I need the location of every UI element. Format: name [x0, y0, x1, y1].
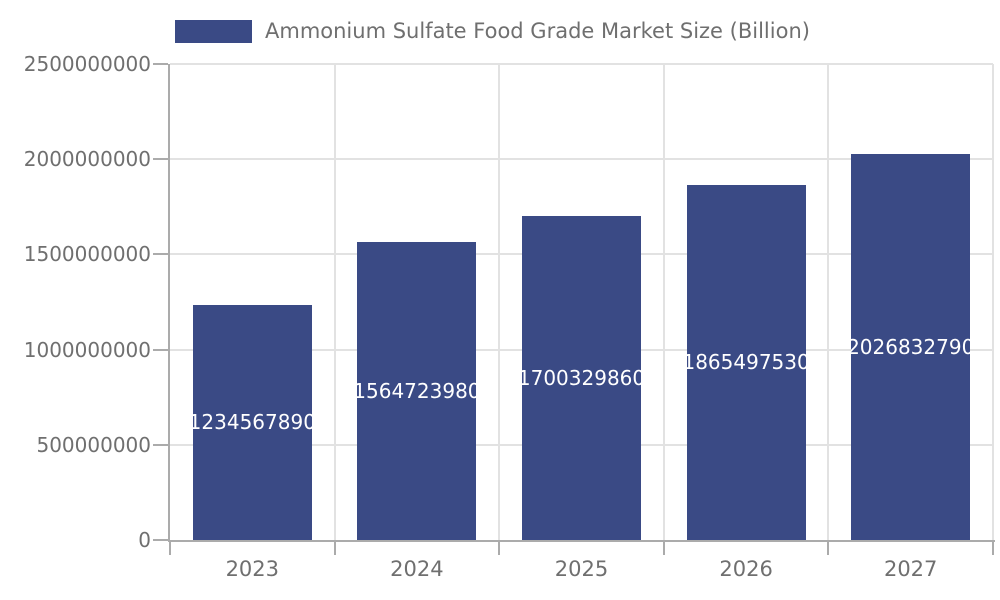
x-tick-mark: [827, 542, 830, 555]
y-axis-tick-label: 2000000000: [23, 147, 151, 172]
y-axis-tick-label: 1000000000: [23, 337, 151, 362]
y-axis-tick-label: 2500000000: [23, 52, 151, 76]
y-tick-mark: [153, 348, 168, 351]
bar-value-label: 1234567890: [192, 410, 312, 435]
bar-2024: 1564723980: [357, 242, 477, 540]
y-axis-tick-label: 1500000000: [23, 242, 151, 267]
x-tick-mark: [169, 542, 171, 555]
y-axis-line: [168, 64, 170, 540]
x-tick-mark: [498, 542, 501, 555]
bar-2023: 1234567890: [192, 304, 312, 540]
y-axis-tick-label: 500000000: [36, 432, 151, 457]
y-gridline: [170, 63, 993, 65]
bar-value-label: 1564723980: [357, 379, 477, 404]
y-gridline: [170, 158, 993, 161]
bar-value-label: 2026832790: [851, 335, 971, 360]
x-tick-mark: [662, 542, 665, 555]
x-axis-label: 2023: [225, 557, 280, 581]
y-tick-mark: [153, 158, 168, 161]
bar-value-label: 1865497530: [686, 350, 806, 375]
bar-2026: 1865497530: [686, 184, 806, 540]
legend: Ammonium Sulfate Food Grade Market Size …: [175, 19, 810, 43]
y-tick-mark: [153, 443, 168, 446]
x-axis-label: 2024: [390, 557, 444, 581]
x-gridline: [498, 64, 501, 540]
y-tick-mark: [153, 539, 168, 541]
y-axis-tick-label: 0: [138, 528, 151, 552]
x-axis-line: [168, 540, 995, 542]
x-axis-label: 2027: [883, 557, 938, 581]
bar-2027: 2026832790: [851, 154, 971, 540]
y-tick-mark: [153, 253, 168, 256]
x-tick-mark: [992, 542, 994, 555]
x-gridline: [992, 64, 994, 540]
x-tick-mark: [333, 542, 336, 555]
y-tick-mark: [153, 63, 168, 65]
legend-label: Ammonium Sulfate Food Grade Market Size …: [265, 19, 810, 43]
x-axis-label: 2025: [554, 557, 609, 581]
bar-2025: 1700329860: [522, 216, 641, 540]
plot-area: 0 500000000 1000000000 1500000000 2000000000…: [24, 52, 995, 581]
x-gridline: [333, 64, 336, 540]
x-gridline: [827, 64, 830, 540]
legend-swatch: [175, 19, 252, 43]
bar-value-label: 1700329860: [522, 366, 641, 391]
x-gridline: [662, 64, 665, 540]
x-axis-label: 2026: [719, 557, 773, 581]
